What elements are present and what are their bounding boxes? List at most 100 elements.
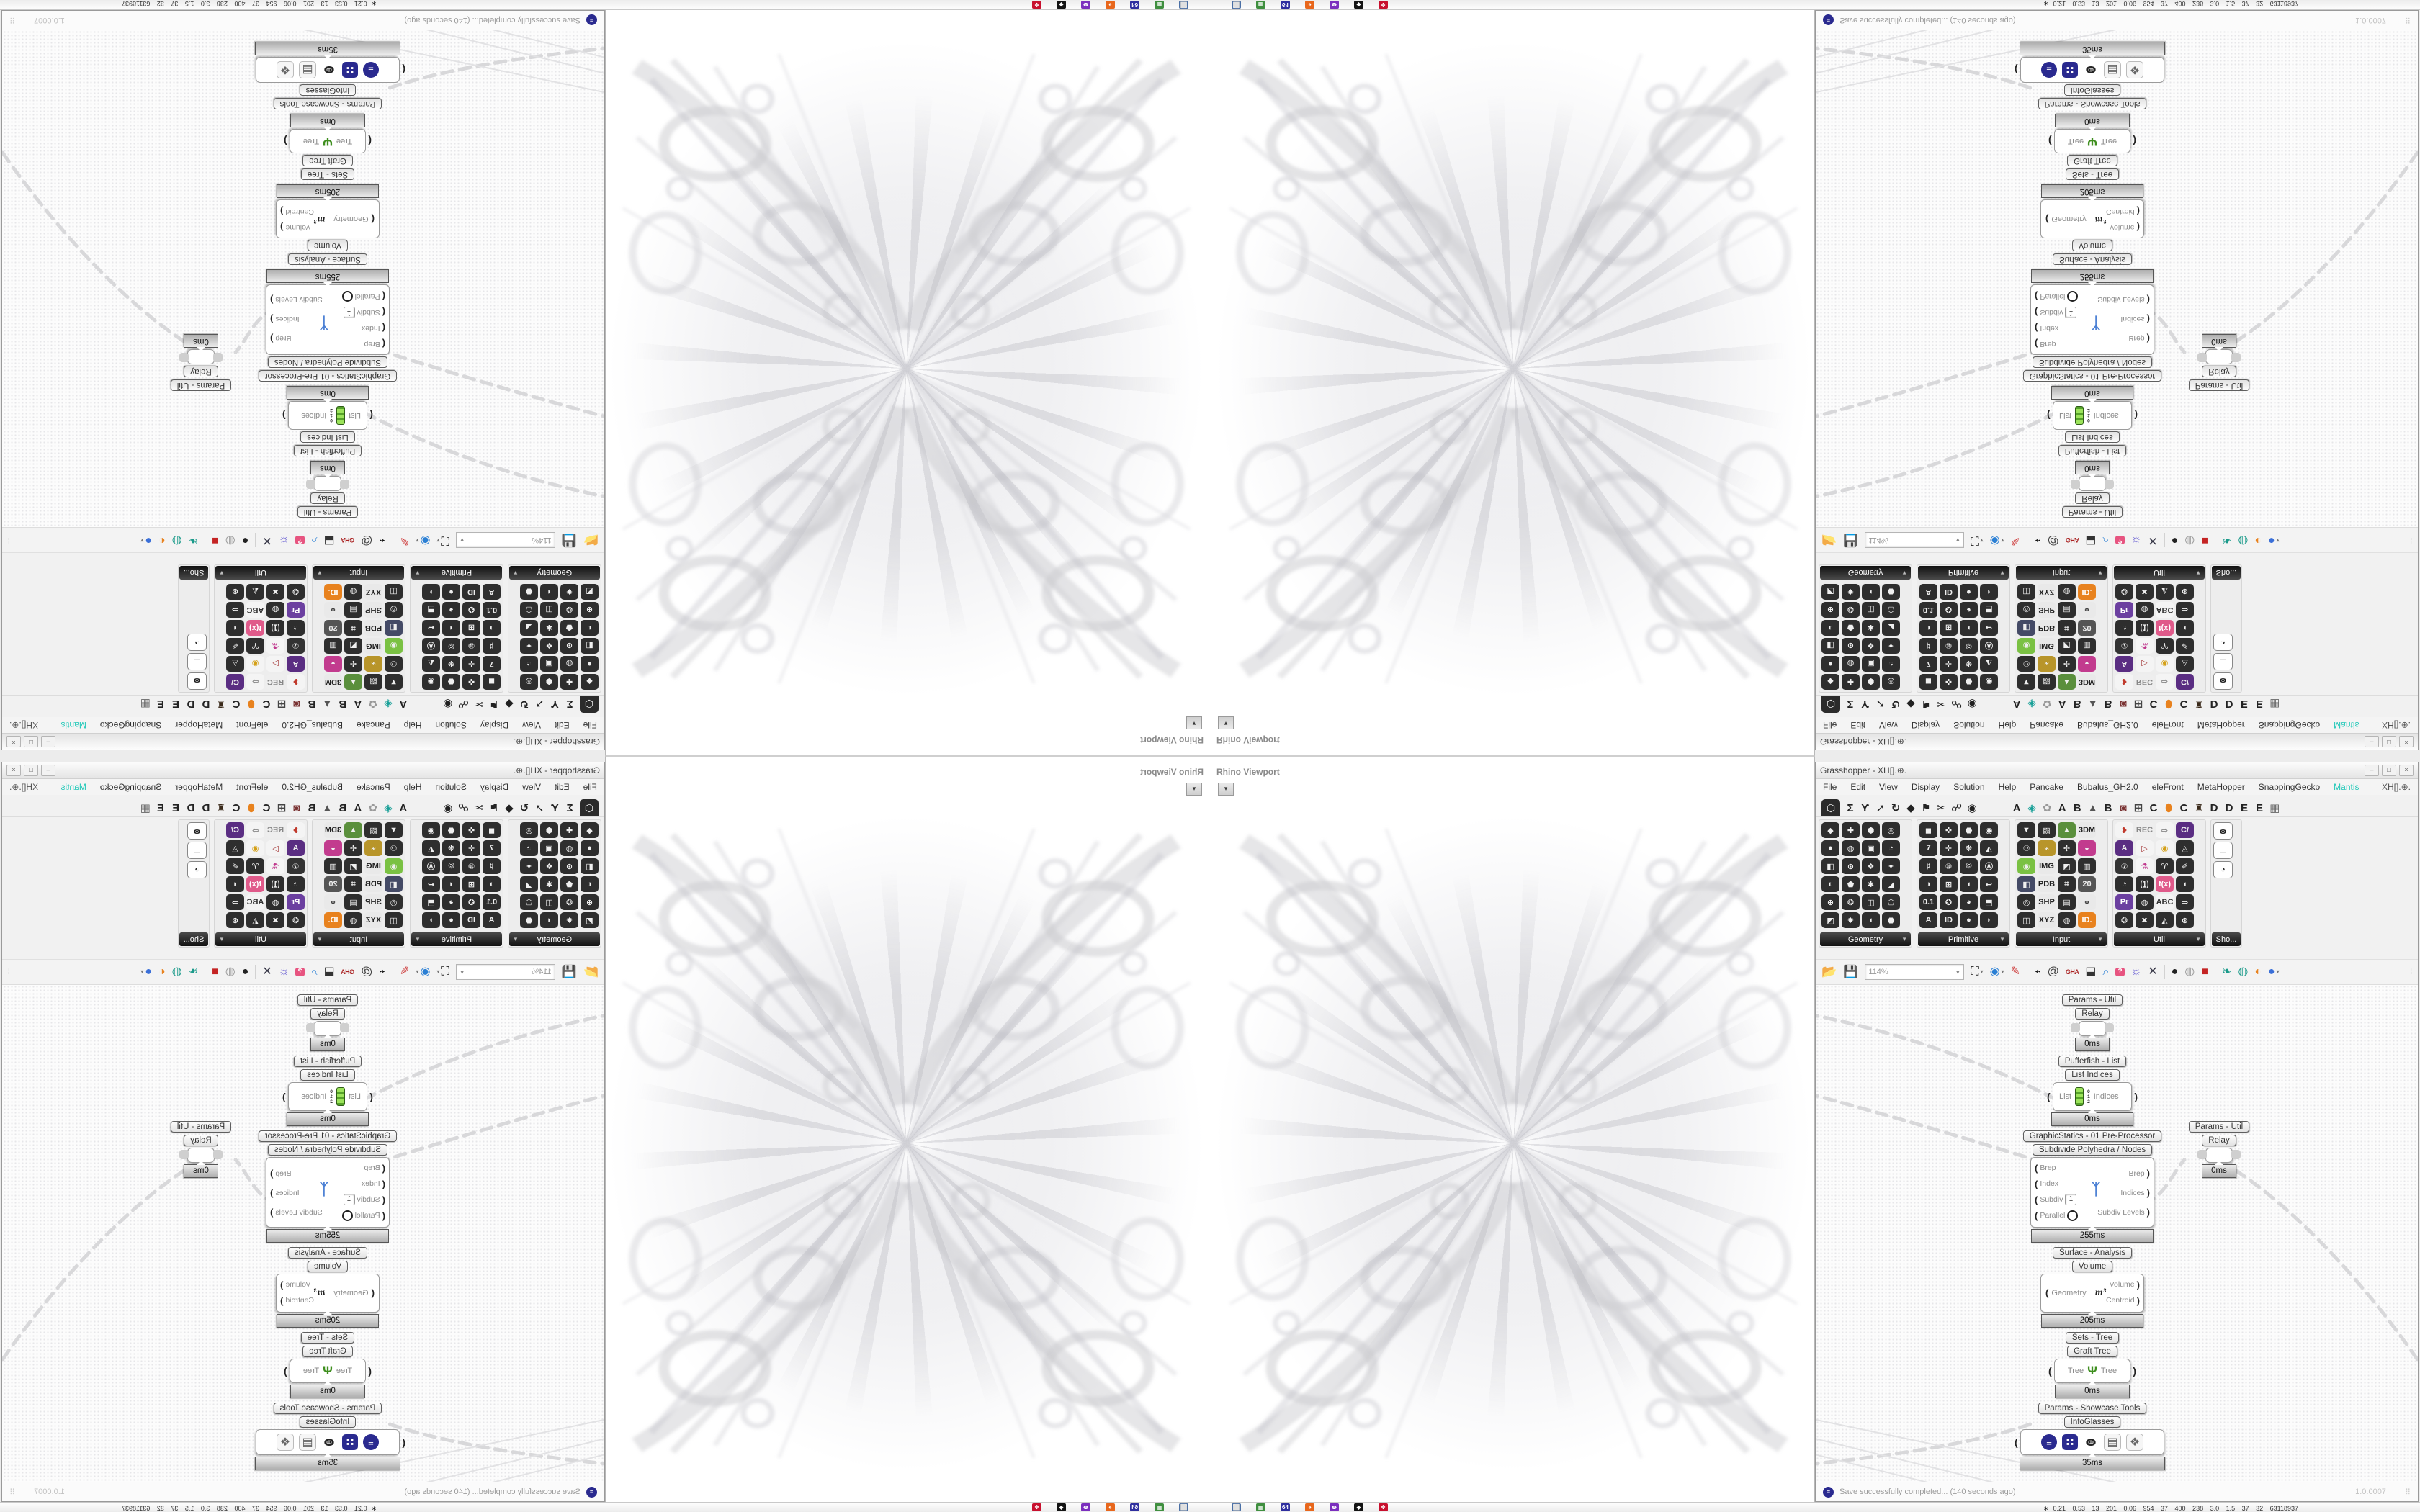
- panel-label-primitive[interactable]: Primitive ▼: [1918, 932, 2009, 946]
- dark-sphere-icon[interactable]: ●: [241, 534, 249, 546]
- component-icon[interactable]: ▥: [2078, 638, 2096, 654]
- group-label[interactable]: GraphicStatics - 01 Pre-Processor: [258, 370, 398, 382]
- component-icon[interactable]: IMG: [2038, 858, 2056, 874]
- component-icon[interactable]: A: [287, 840, 305, 856]
- component-icon[interactable]: f(x): [2156, 876, 2174, 892]
- component-icon[interactable]: ⊞: [462, 620, 480, 636]
- group-label[interactable]: InfoGlasses: [2063, 84, 2121, 96]
- component-icon[interactable]: ◖: [2176, 876, 2194, 892]
- sketch-pen-icon[interactable]: ✎: [400, 966, 410, 978]
- infoglasses-goggles-icon[interactable]: ꙫ: [2085, 63, 2097, 77]
- volume-node[interactable]: (Geometry m³ Volume) Centroid): [2040, 199, 2144, 238]
- group-label[interactable]: Pufferfish - List: [293, 1056, 362, 1067]
- component-icon[interactable]: ◭: [1980, 840, 1998, 856]
- menu-item[interactable]: File: [583, 720, 597, 730]
- component-icon[interactable]: ◆: [581, 674, 599, 690]
- plugin-tab[interactable]: ◆: [1906, 698, 1915, 710]
- plugin-tab[interactable]: ♜: [2194, 802, 2204, 814]
- component-icon[interactable]: PDB: [2038, 620, 2056, 636]
- plugin-tab[interactable]: C: [2149, 802, 2158, 814]
- component-icon[interactable]: ◫: [1862, 894, 1880, 910]
- component-icon[interactable]: ◔: [1882, 656, 1900, 672]
- menu-item[interactable]: SnappingGecko: [2258, 720, 2321, 730]
- plugin-tab[interactable]: ↻: [519, 802, 529, 814]
- plugin-tab[interactable]: D: [2210, 802, 2218, 814]
- component-icon[interactable]: ◉: [2017, 858, 2035, 874]
- component-icon[interactable]: ❥: [287, 674, 305, 690]
- plugin-tab[interactable]: B: [308, 802, 316, 814]
- component-icon[interactable]: ❖: [1862, 638, 1880, 654]
- plugin-tab[interactable]: ✿: [368, 802, 378, 814]
- infoglasses-archive-icon[interactable]: ▤: [2104, 1434, 2121, 1451]
- component-icon[interactable]: C/: [226, 822, 244, 838]
- plugin-tab[interactable]: Ƴ: [1861, 698, 1870, 710]
- component-icon[interactable]: ◍: [2136, 602, 2154, 618]
- component-icon[interactable]: ▼: [385, 822, 403, 838]
- component-icon[interactable]: ◔: [187, 634, 207, 651]
- owl-app-icon[interactable]: ꙫ: [1081, 1, 1090, 9]
- menu-item[interactable]: MetaHopper: [2197, 720, 2245, 730]
- component-icon[interactable]: ⊕: [1821, 894, 1839, 910]
- component-icon[interactable]: ◫: [540, 602, 558, 618]
- plugin-tab[interactable]: ⊞: [2133, 802, 2143, 814]
- torus-icon[interactable]: ◍: [2184, 966, 2195, 978]
- component-icon[interactable]: ⊙: [1842, 858, 1860, 874]
- component-icon[interactable]: ◉: [1980, 822, 1998, 838]
- component-icon[interactable]: ⚗: [266, 638, 284, 654]
- resize-grip[interactable]: ⠿: [2404, 15, 2411, 24]
- group-label[interactable]: Sets - Tree: [2065, 168, 2120, 180]
- component-icon[interactable]: XYZ: [364, 584, 382, 600]
- component-icon[interactable]: A: [1919, 912, 1937, 928]
- component-icon[interactable]: ◢: [520, 876, 538, 892]
- menu-item[interactable]: SnappingGecko: [99, 782, 162, 792]
- component-icon[interactable]: ⑦: [287, 638, 305, 654]
- resize-grip[interactable]: ⠿: [2404, 1488, 2411, 1497]
- component-icon[interactable]: ●: [581, 840, 599, 856]
- plugin-tab[interactable]: ✂: [474, 698, 484, 710]
- plugin-tab[interactable]: ↻: [1891, 802, 1901, 814]
- component-icon[interactable]: A: [1919, 584, 1937, 600]
- plugin-tab[interactable]: ↻: [1891, 698, 1901, 710]
- component-icon[interactable]: A: [287, 656, 305, 672]
- component-icon[interactable]: C/: [226, 674, 244, 690]
- component-icon[interactable]: REC: [2136, 822, 2154, 838]
- drive-app-icon[interactable]: ▦: [1256, 1503, 1265, 1511]
- gha-icon[interactable]: GHA: [2065, 968, 2079, 976]
- menu-item[interactable]: Mantis: [2334, 782, 2360, 792]
- component-icon[interactable]: 3DM: [2078, 822, 2096, 838]
- volume-node[interactable]: (Geometry m³ Volume) Centroid): [276, 1274, 380, 1313]
- component-icon[interactable]: ◭: [1980, 656, 1998, 672]
- plugin-tab[interactable]: ◙: [293, 802, 300, 814]
- panel-label-primitive[interactable]: Primitive ▼: [411, 566, 502, 580]
- sketch-pen-icon[interactable]: ✎: [2010, 966, 2020, 978]
- component-icon[interactable]: ▲: [2058, 674, 2076, 690]
- maximize-button[interactable]: □: [24, 736, 38, 747]
- group-label[interactable]: Relay: [310, 1008, 345, 1020]
- plugin-tab[interactable]: ▲: [2087, 698, 2099, 710]
- plugin-tab[interactable]: B: [339, 802, 347, 814]
- panel-label-showcase[interactable]: Sho...: [179, 566, 208, 580]
- menu-item[interactable]: MetaHopper: [175, 782, 223, 792]
- at-icon[interactable]: @: [361, 534, 373, 546]
- plugin-tab[interactable]: ✂: [1936, 698, 1946, 710]
- component-icon[interactable]: ⬟: [1842, 876, 1860, 892]
- plugin-tab[interactable]: ☍: [1951, 802, 1963, 814]
- component-icon[interactable]: Pr: [2115, 894, 2133, 910]
- minimize-button[interactable]: –: [41, 765, 55, 776]
- group-label[interactable]: Params - Util: [2061, 506, 2123, 518]
- menu-item[interactable]: Mantis: [2334, 720, 2360, 730]
- component-icon[interactable]: ⬢: [1862, 674, 1880, 690]
- component-icon[interactable]: ◩: [2058, 858, 2076, 874]
- component-icon[interactable]: ◩: [1821, 912, 1839, 928]
- component-icon[interactable]: ↩: [422, 876, 440, 892]
- close-button[interactable]: ×: [2399, 736, 2414, 747]
- subdivide-polyhedra-node[interactable]: (Brep (Index (Subdiv 1 (Parallel ᛉ Brep) …: [2030, 284, 2154, 355]
- component-icon[interactable]: ◩: [1821, 584, 1839, 600]
- menu-item[interactable]: Edit: [1850, 782, 1866, 792]
- gh-titlebar[interactable]: Grasshopper - XH[].⊕. – □ ×: [2, 733, 604, 750]
- menu-item[interactable]: Display: [1911, 720, 1940, 730]
- group-label[interactable]: Graft Tree: [2067, 1346, 2118, 1357]
- plugin-tab[interactable]: B: [2104, 698, 2112, 710]
- jack-plug-icon[interactable]: ⌁: [2033, 534, 2041, 546]
- component-icon[interactable]: ⑦: [2115, 858, 2133, 874]
